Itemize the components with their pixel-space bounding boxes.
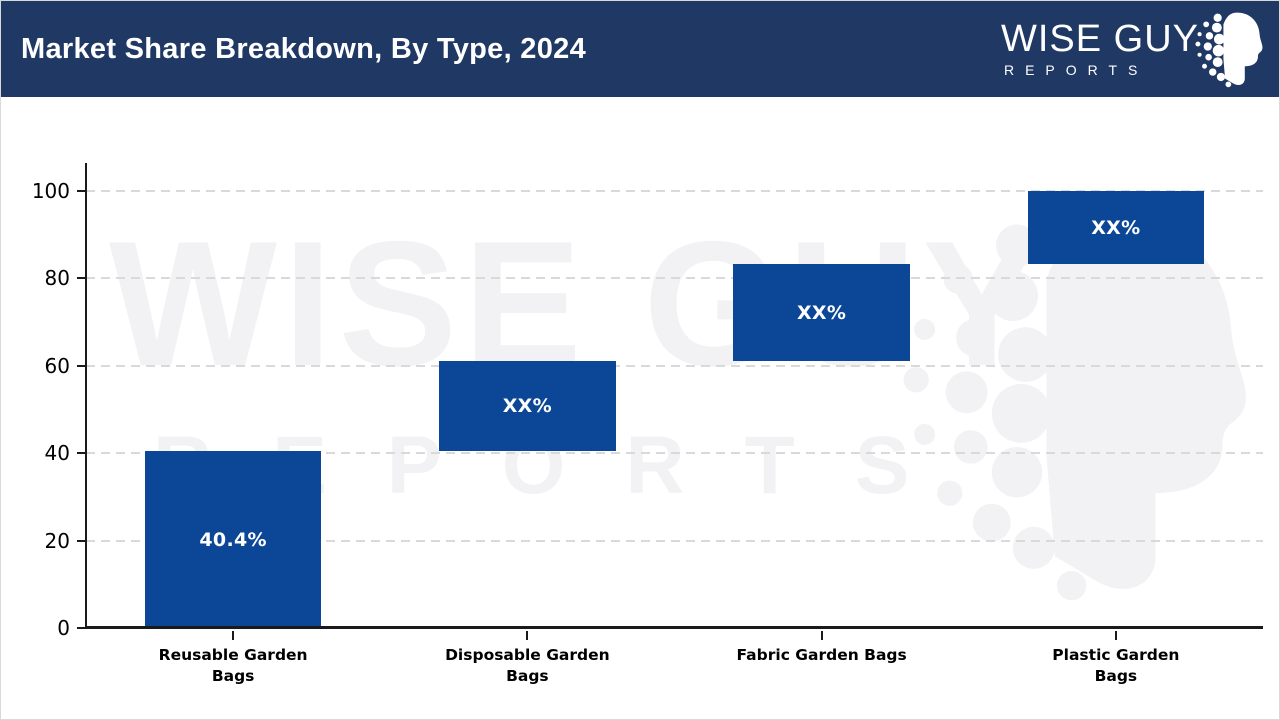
- x-tick-3: [820, 631, 823, 640]
- x-category-label-line: Bags: [1094, 666, 1138, 685]
- x-category-label-line: Bags: [506, 666, 549, 685]
- y-tick-label-40: 40: [44, 441, 70, 466]
- x-category-label: Disposable Garden Bags: [380, 645, 674, 687]
- x-category-label-line: Bags: [211, 666, 255, 685]
- logo-wiseguy-text: WISE GUY: [1000, 18, 1199, 60]
- x-category-label-line: Disposable Garden: [445, 646, 610, 664]
- y-tick-label-20: 20: [44, 528, 70, 553]
- x-category-label: Fabric Garden Bags: [675, 645, 969, 666]
- bar-4: XX%: [1027, 191, 1205, 265]
- bar-1: 40.4%: [144, 451, 322, 628]
- category-slot-3: XX% Fabric Garden Bags: [675, 191, 969, 664]
- x-category-label-line: Plastic Garden: [1052, 646, 1180, 664]
- y-tick-0: [77, 627, 86, 629]
- brand-logo: WISE GUY REPORTS: [1001, 7, 1267, 91]
- x-category-label: Plastic Garden Bags: [969, 645, 1263, 687]
- bar-3: XX%: [733, 264, 910, 361]
- gridline-y-100: [86, 190, 1263, 192]
- x-tick-1: [232, 631, 235, 640]
- y-tick-100: [77, 190, 86, 192]
- category-slot-2: XX% Disposable Garden Bags: [380, 191, 674, 685]
- brand-logo-text: WISE GUY REPORTS: [1001, 20, 1199, 78]
- category-slot-1: 40.4% Reusable Garden Bags: [86, 191, 380, 685]
- y-tick-label-100: 100: [31, 179, 70, 203]
- x-axis-line: [85, 626, 1263, 629]
- x-tick-4: [1114, 631, 1117, 640]
- y-tick-label-60: 60: [44, 353, 70, 378]
- header-bar: Market Share Breakdown, By Type, 2024 WI…: [1, 1, 1279, 97]
- bar-value-label: XX%: [1091, 216, 1141, 239]
- y-tick-80: [77, 277, 86, 280]
- logo-reports-text: REPORTS: [1003, 62, 1149, 78]
- wiseguy-head-icon: [1195, 12, 1263, 88]
- y-tick-40: [77, 452, 86, 455]
- gridline-y-80: [86, 277, 1263, 280]
- gridline-y-60: [86, 364, 1263, 367]
- x-category-label-line: Fabric Garden Bags: [736, 646, 907, 664]
- chart-title: Market Share Breakdown, By Type, 2024: [21, 32, 587, 65]
- bar-2: XX%: [439, 360, 616, 452]
- plot-area: 0 20 40 60 80 100 40.4% Reusable Garden Bags XX% D…: [32, 181, 1263, 685]
- gridline-y-20: [86, 539, 1263, 542]
- x-category-label-line: Reusable Garden: [158, 646, 308, 664]
- y-tick-label-0: 0: [57, 616, 70, 640]
- y-axis-line: [85, 163, 87, 629]
- gridline-y-40: [86, 452, 1263, 455]
- y-tick-label-80: 80: [44, 266, 70, 291]
- bar-value-label: 40.4%: [199, 528, 267, 551]
- category-slot-4: XX% Plastic Garden Bags: [969, 191, 1263, 685]
- y-tick-60: [77, 364, 86, 367]
- bar-value-label: XX%: [502, 395, 552, 417]
- x-category-label: Reusable Garden Bags: [86, 645, 380, 687]
- x-tick-2: [526, 631, 529, 640]
- bar-value-label: XX%: [796, 301, 847, 324]
- y-tick-20: [77, 539, 86, 542]
